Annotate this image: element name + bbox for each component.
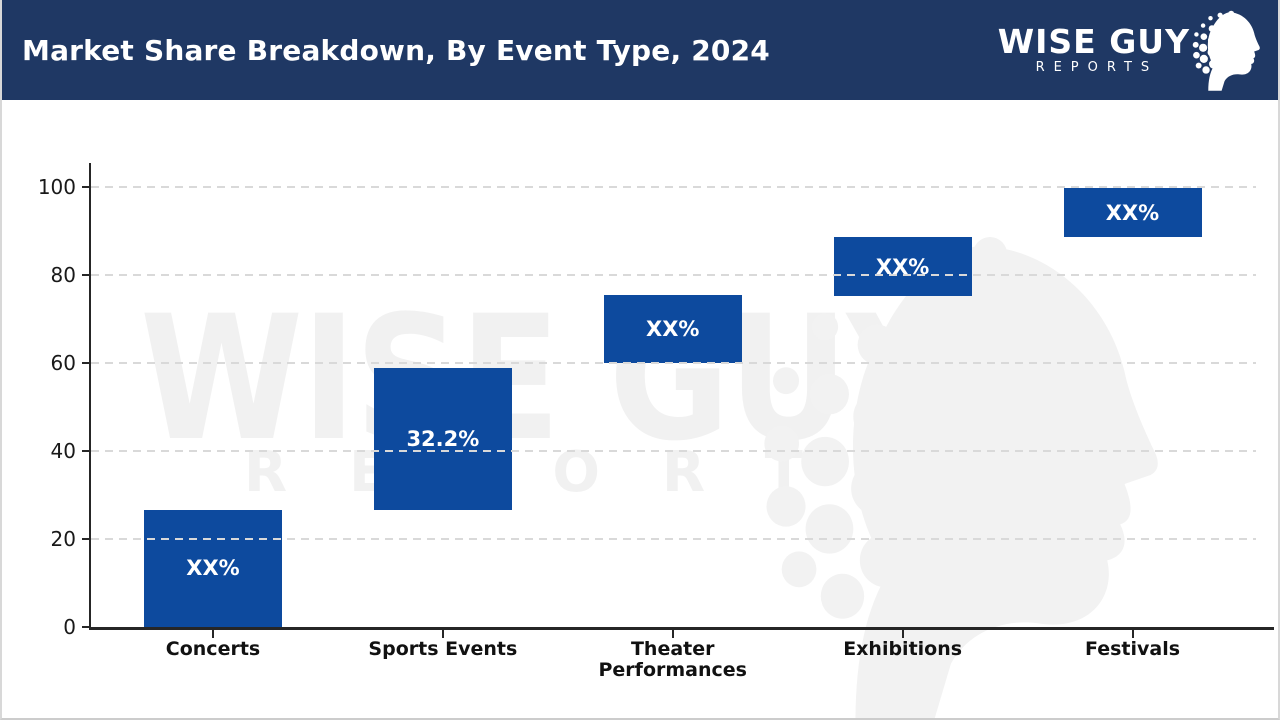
x-axis-label-concerts: Concerts	[165, 638, 261, 660]
wise-guy-reports-logo: WISE GUY REPORTS	[998, 8, 1266, 92]
gridline-60	[91, 362, 1256, 364]
bar-value-label-theater-performances: XX%	[646, 317, 700, 342]
gridline-100	[91, 186, 1256, 188]
bar-festivals: XX%	[1063, 187, 1202, 238]
y-axis-tick-100	[82, 186, 90, 188]
bar-value-label-sports-events: 32.2%	[406, 427, 480, 452]
x-axis-tick-theater-performances	[671, 630, 674, 638]
bar-exhibitions: XX%	[833, 237, 972, 297]
y-axis-tick-label-0: 0	[63, 615, 76, 639]
plot-area: XX% 32.2% XX% XX% XX%	[91, 163, 1274, 627]
x-axis-tick-sports-events	[441, 630, 444, 638]
y-axis-tick-label-60: 60	[50, 351, 76, 375]
gridline-40	[91, 450, 1256, 452]
bar-theater-performances: XX%	[603, 295, 742, 364]
bar-value-label-festivals: XX%	[1105, 200, 1160, 225]
y-axis-tick-60	[82, 362, 90, 364]
x-axis-label-sports-events: Sports Events	[368, 638, 518, 660]
x-axis-tick-exhibitions	[901, 630, 904, 638]
gridline-80	[91, 274, 1256, 276]
chart-title: Market Share Breakdown, By Event Type, 2…	[22, 33, 770, 67]
logo-head-icon	[1192, 10, 1260, 91]
x-axis-tick-concerts	[212, 630, 214, 638]
x-axis-label-exhibitions: Exhibitions	[843, 638, 963, 660]
logo-name: WISE GUY	[997, 21, 1190, 61]
bar-value-label-concerts: XX%	[186, 556, 240, 581]
x-axis-label-festivals: Festivals	[1084, 638, 1181, 660]
y-axis-tick-0	[82, 626, 90, 628]
logo-tagline: REPORTS	[1035, 60, 1159, 76]
x-axis-tick-festivals	[1131, 630, 1134, 638]
y-axis-tick-label-20: 20	[50, 527, 76, 551]
x-axis-line	[89, 627, 1274, 630]
x-axis-label-theater-performances: Theater Performances	[598, 638, 747, 681]
y-axis-tick-label-40: 40	[50, 439, 76, 463]
y-axis-tick-label-100: 100	[37, 175, 76, 199]
y-axis-tick-label-80: 80	[50, 263, 76, 287]
bar-sports-events: 32.2%	[373, 368, 512, 510]
y-axis-tick-80	[82, 274, 90, 276]
header-bar: Market Share Breakdown, By Event Type, 2…	[2, 0, 1278, 100]
logo-text: WISE GUY REPORTS	[997, 21, 1190, 76]
gridline-20	[91, 538, 1256, 540]
y-axis-tick-20	[82, 538, 90, 540]
y-axis-tick-40	[82, 450, 90, 452]
bar-concerts: XX%	[144, 509, 282, 627]
y-axis-line	[89, 163, 91, 630]
